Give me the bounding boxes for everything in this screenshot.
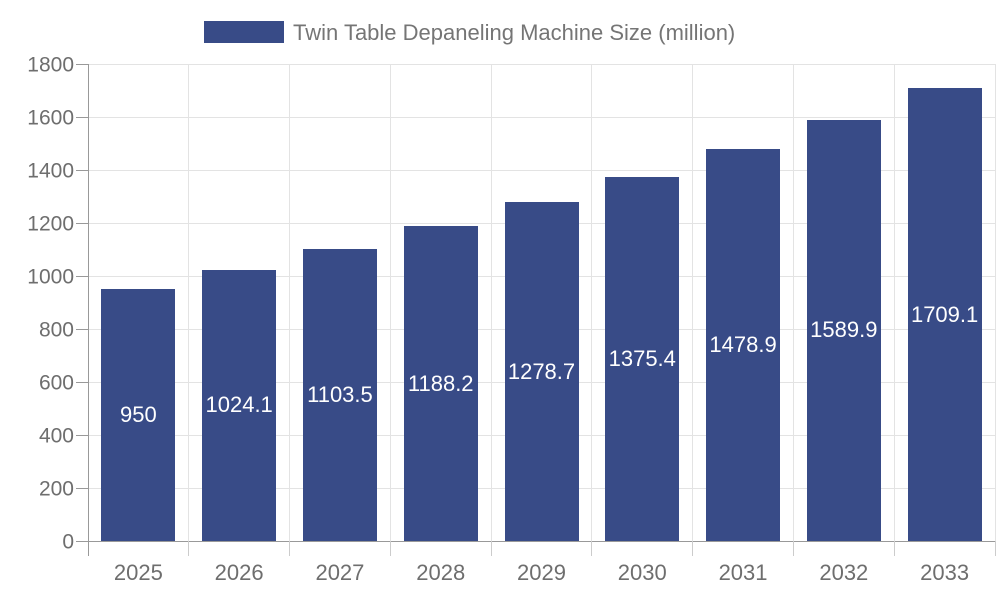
x-axis-tick [490, 541, 492, 556]
x-axis-tick [893, 541, 895, 556]
x-axis-tick-label: 2028 [416, 560, 466, 585]
bar: 1709.1 [907, 88, 982, 541]
gridline-vertical [792, 64, 794, 541]
gridline-vertical [289, 64, 291, 541]
y-axis-tick [76, 276, 88, 277]
legend-swatch [204, 21, 284, 43]
gridline-horizontal [88, 63, 995, 65]
x-axis-tick [792, 541, 794, 556]
y-axis-tick [76, 488, 88, 489]
bar: 1024.1 [202, 269, 277, 541]
bar-value-label: 1024.1 [205, 392, 273, 418]
y-axis-tick-label: 1000 [27, 265, 74, 289]
y-axis-tick-label: 800 [38, 318, 74, 342]
y-axis-tick [76, 170, 88, 171]
x-axis-tick-label: 2031 [718, 560, 768, 585]
y-axis-tick [76, 223, 88, 224]
x-axis-tick-label: 2025 [113, 560, 163, 585]
legend-label: Twin Table Depaneling Machine Size (mill… [293, 20, 736, 45]
x-axis-tick-label: 2033 [920, 560, 970, 585]
y-axis-tick [76, 329, 88, 330]
y-axis-tick [76, 435, 88, 436]
bar-value-label: 1188.2 [407, 370, 474, 396]
bar-value-label: 1375.4 [608, 345, 676, 371]
y-axis-tick-label: 1400 [27, 159, 74, 183]
bar-value-label: 1478.9 [709, 332, 777, 358]
bar-value-label: 950 [120, 402, 157, 428]
gridline-vertical [994, 64, 996, 541]
x-axis-tick [188, 541, 190, 556]
bar: 1188.2 [403, 226, 478, 541]
gridline-vertical [692, 64, 694, 541]
y-axis-tick [76, 382, 88, 383]
bar: 1278.7 [504, 202, 579, 541]
y-axis-tick-label: 1200 [27, 212, 74, 236]
bar-value-label: 1589.9 [810, 317, 878, 343]
bar-value-label: 1709.1 [910, 301, 979, 327]
bar: 1478.9 [706, 149, 781, 541]
y-axis-line [88, 64, 89, 556]
x-axis-tick [289, 541, 291, 556]
bar: 1103.5 [302, 248, 377, 541]
x-axis-tick [994, 541, 996, 556]
gridline-vertical [389, 64, 391, 541]
y-axis-tick-label: 1600 [27, 106, 74, 130]
x-axis-tick [591, 541, 593, 556]
x-axis-tick-label: 2027 [315, 560, 365, 585]
gridline-horizontal [88, 169, 995, 171]
gridline-horizontal [88, 116, 995, 118]
x-axis-tick-label: 2032 [819, 560, 869, 585]
bar-value-label: 1103.5 [307, 381, 373, 407]
gridline-vertical [591, 64, 593, 541]
y-axis-tick-label: 600 [38, 371, 74, 395]
y-axis-tick [76, 117, 88, 118]
gridline-vertical [188, 64, 190, 541]
y-axis-tick [76, 541, 88, 542]
gridline-vertical [893, 64, 895, 541]
y-axis-tick-label: 1800 [27, 53, 74, 77]
x-axis-tick-label: 2029 [517, 560, 566, 585]
bar-value-label: 1278.7 [507, 358, 576, 384]
x-axis-tick [389, 541, 391, 556]
y-axis-tick-label: 400 [38, 424, 74, 448]
bar: 1375.4 [605, 176, 680, 541]
y-axis-tick-label: 200 [38, 477, 74, 501]
y-axis-tick [76, 64, 88, 65]
bar: 1589.9 [806, 119, 881, 541]
bar: 950 [101, 289, 176, 541]
y-axis-tick-label: 0 [62, 530, 74, 554]
plot-area: 950 1024.1 1103.5 1188.2 1278.7 1375.4 1478.9 1… [88, 63, 996, 541]
x-axis-tick-label: 2026 [214, 560, 264, 585]
x-axis-tick-label: 2030 [617, 560, 667, 585]
x-axis-line [88, 541, 995, 542]
gridline-vertical [490, 64, 492, 541]
x-axis-tick [692, 541, 694, 556]
